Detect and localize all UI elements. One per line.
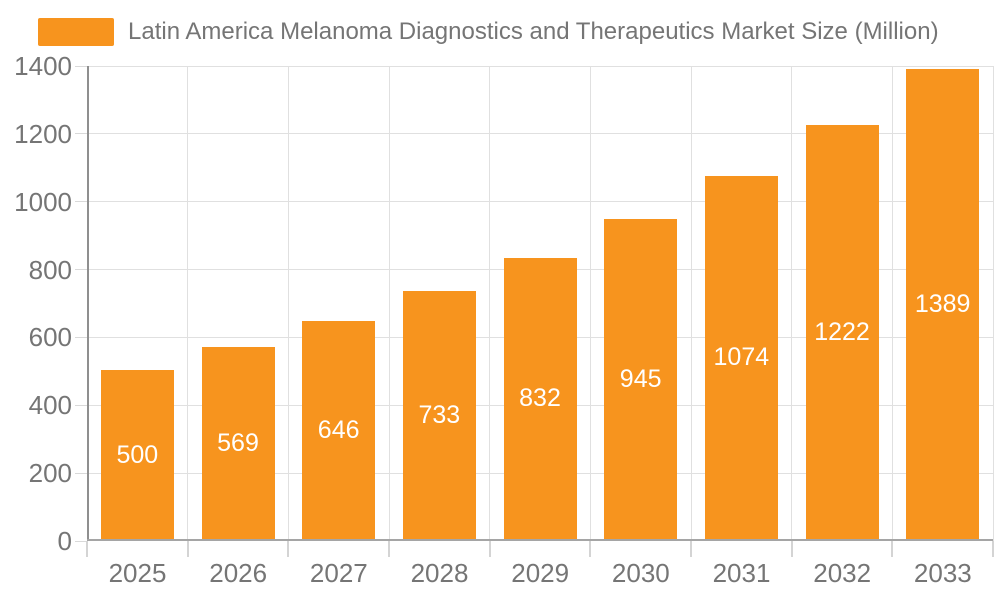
y-tick-label-1400: 1400 xyxy=(14,51,72,81)
x-tick-2 xyxy=(287,541,290,557)
bar-2030[interactable]: 945 xyxy=(604,219,678,540)
x-axis-line xyxy=(87,539,993,541)
y-tick-label-600: 600 xyxy=(28,322,72,353)
bar-value-label-2029: 832 xyxy=(519,384,561,413)
bar-value-label-2027: 646 xyxy=(317,415,360,444)
bar-2028[interactable]: 733 xyxy=(402,291,476,540)
y-tick-label-400: 400 xyxy=(28,390,72,421)
y-axis-line xyxy=(87,66,89,541)
bar-2026[interactable]: 569 xyxy=(201,346,275,540)
y-tick-1200 xyxy=(75,133,87,135)
y-tick-1000 xyxy=(75,201,87,203)
x-tick-label-2025: 2025 xyxy=(108,558,167,588)
bar-value-label-2025: 500 xyxy=(116,440,159,469)
bar-2031[interactable]: 1074 xyxy=(704,175,778,540)
x-tick-label-2027: 2027 xyxy=(309,558,368,588)
x-tick-5 xyxy=(589,541,592,557)
gridline-x-6 xyxy=(690,66,692,541)
gridline-x-5 xyxy=(589,66,591,541)
x-tick-label-2028: 2028 xyxy=(410,558,469,588)
x-tick-label-2031: 2031 xyxy=(712,558,771,588)
gridline-y-1000 xyxy=(87,201,993,203)
bar-value-label-2032: 1222 xyxy=(814,318,870,347)
x-tick-7 xyxy=(790,541,793,557)
gridline-x-8 xyxy=(891,66,893,541)
y-tick-200 xyxy=(75,472,87,474)
y-tick-0 xyxy=(75,540,87,542)
x-tick-label-2030: 2030 xyxy=(611,558,670,588)
gridline-x-1 xyxy=(187,66,189,541)
y-tick-label-800: 800 xyxy=(28,254,72,285)
x-tick-9 xyxy=(992,541,994,557)
y-tick-label-200: 200 xyxy=(28,458,72,489)
y-tick-400 xyxy=(75,404,87,406)
y-tick-label-1000: 1000 xyxy=(14,186,72,217)
gridline-x-4 xyxy=(489,66,491,541)
y-tick-label-0: 0 xyxy=(57,526,72,556)
x-tick-label-2026: 2026 xyxy=(209,558,268,588)
bar-2025[interactable]: 500 xyxy=(100,370,174,540)
x-tick-label-2029: 2029 xyxy=(511,558,570,588)
y-tick-label-1200: 1200 xyxy=(14,118,72,149)
x-tick-label-2032: 2032 xyxy=(813,558,872,588)
y-tick-1400 xyxy=(75,65,87,67)
gridline-x-9 xyxy=(992,66,994,541)
bar-2033[interactable]: 1389 xyxy=(906,68,980,540)
x-tick-4 xyxy=(488,541,491,557)
x-tick-0 xyxy=(86,541,88,557)
legend-item[interactable]: Latin America Melanoma Diagnostics and T… xyxy=(38,16,939,48)
y-tick-600 xyxy=(75,336,87,338)
gridline-y-1200 xyxy=(87,133,993,135)
bar-value-label-2030: 945 xyxy=(619,365,662,394)
bar-2032[interactable]: 1222 xyxy=(805,125,879,540)
gridline-x-7 xyxy=(791,66,793,541)
bar-value-label-2033: 1389 xyxy=(914,289,971,318)
x-tick-label-2033: 2033 xyxy=(913,558,972,588)
bar-2027[interactable]: 646 xyxy=(302,320,376,540)
x-tick-6 xyxy=(690,541,692,557)
bar-value-label-2026: 569 xyxy=(217,428,259,457)
x-tick-8 xyxy=(891,541,894,557)
gridline-x-3 xyxy=(388,66,390,541)
plot-area: 500 569 646 733 832 945 1074 1222 1389 xyxy=(75,65,994,557)
legend-label: Latin America Melanoma Diagnostics and T… xyxy=(128,18,939,45)
bar-value-label-2028: 733 xyxy=(418,401,461,430)
bar-2029[interactable]: 832 xyxy=(503,257,577,540)
x-tick-3 xyxy=(388,541,390,557)
bar-value-label-2031: 1074 xyxy=(713,343,770,372)
x-tick-1 xyxy=(186,541,189,557)
legend-swatch-icon xyxy=(38,18,114,46)
gridline-y-1400 xyxy=(87,65,993,67)
gridline-x-2 xyxy=(287,66,289,541)
y-tick-800 xyxy=(75,269,87,271)
